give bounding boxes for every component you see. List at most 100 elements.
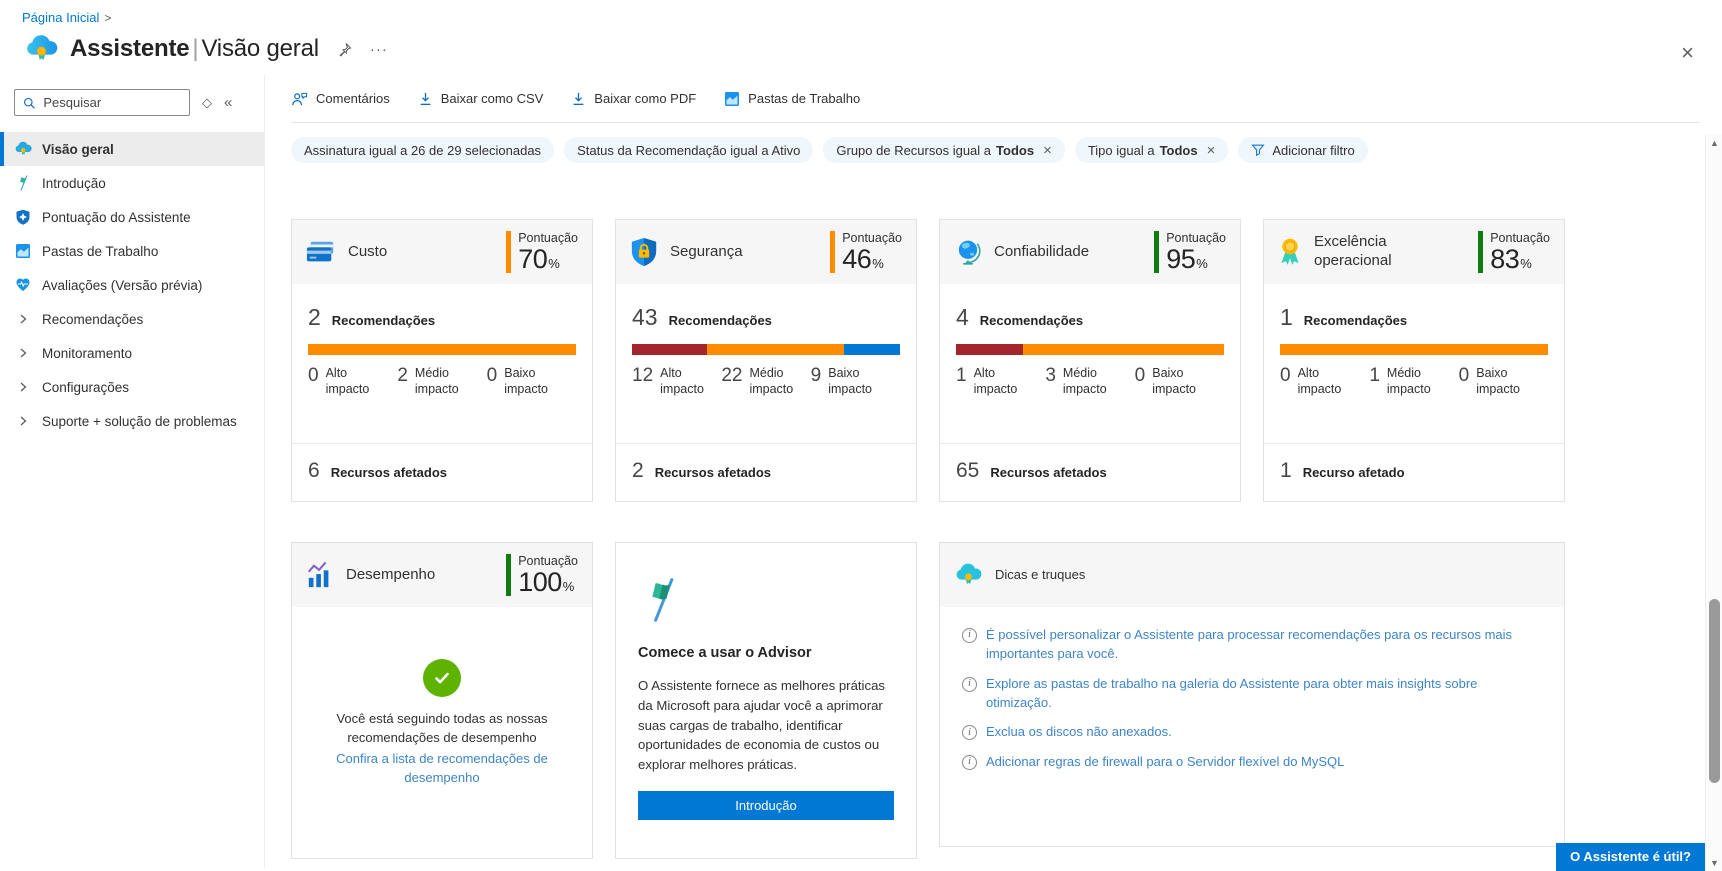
sidebar-item-label: Suporte + solução de problemas (42, 413, 237, 429)
diamond-icon[interactable]: ◇ (202, 94, 212, 110)
filter-bar: Assinatura igual a 26 de 29 selecionadas… (291, 137, 1722, 163)
performance-card: Desempenho Pontuação 100% Você está s (291, 542, 593, 859)
filter-pill-type[interactable]: Tipo igual a Todos × (1074, 137, 1229, 163)
affected-count: 1 (1280, 459, 1292, 482)
sidebar-item-pontuacao[interactable]: Pontuação do Assistente (0, 200, 264, 234)
tip-item: i É possível personalizar o Assistente p… (962, 626, 1542, 664)
pin-icon[interactable] (337, 42, 352, 57)
bottom-cards-row: Desempenho Pontuação 100% Você está s (291, 542, 1722, 859)
security-card-footer[interactable]: 2 Recursos afetados (616, 443, 916, 501)
workbooks-button[interactable]: Pastas de Trabalho (724, 91, 860, 107)
affected-label: Recurso afetado (1302, 465, 1405, 480)
download-pdf-button[interactable]: Baixar como PDF (571, 91, 696, 107)
reliability-card-body[interactable]: 4 Recomendações 1 Alto impacto 3 Médio imp… (940, 284, 1240, 443)
filter-pill-text: Tipo igual a (1087, 142, 1155, 158)
introduction-button[interactable]: Introdução (638, 790, 894, 820)
search-box[interactable] (14, 89, 190, 116)
sidebar-item-label: Introdução (42, 175, 106, 191)
medal-icon (1281, 238, 1299, 265)
tip-link[interactable]: Exclua os discos não anexados. (986, 724, 1172, 740)
comments-label: Comentários (316, 91, 390, 106)
funnel-icon (1251, 144, 1265, 157)
score-caption: Pontuação (518, 553, 578, 568)
vertical-scrollbar[interactable]: ▲ ▼ (1705, 135, 1722, 871)
reliability-card-footer[interactable]: 65 Recursos afetados (940, 443, 1240, 501)
tip-link[interactable]: Adicionar regras de firewall para o Serv… (986, 754, 1345, 770)
success-check-icon (423, 659, 461, 698)
impact-label: Baixo impacto (1152, 366, 1197, 397)
score-color-bar (506, 230, 512, 274)
chevron-right-icon (14, 412, 32, 430)
score-percent-sign: % (562, 578, 575, 594)
filter-pill-subscription[interactable]: Assinatura igual a 26 de 29 selecionadas (291, 137, 555, 163)
chevron-right-icon (14, 378, 32, 396)
scrollbar-thumb[interactable] (1709, 598, 1720, 783)
advisor-feedback-button[interactable]: O Assistente é útil? (1556, 843, 1705, 871)
download-csv-button[interactable]: Baixar como CSV (418, 91, 543, 107)
sidebar-item-recomendacoes[interactable]: Recomendações (0, 302, 264, 336)
search-icon (24, 97, 35, 109)
cost-card: Custo Pontuação 70% 2 Recomendações (291, 219, 593, 502)
remove-filter-icon[interactable]: × (1043, 141, 1052, 159)
affected-label: Recursos afetados (654, 465, 772, 480)
more-options-icon[interactable]: ··· (369, 40, 388, 58)
score-caption: Pontuação (518, 230, 578, 245)
performance-card-body: Você está seguindo todas as nossas recom… (292, 607, 592, 858)
info-icon: i (962, 676, 977, 692)
operational-excellence-card-header: Excelência operacional Pontuação 83% (1264, 220, 1564, 284)
sidebar-item-suporte[interactable]: Suporte + solução de problemas (0, 404, 264, 438)
sidebar-item-monitoramento[interactable]: Monitoramento (0, 336, 264, 370)
score-color-bar (830, 230, 836, 274)
cost-card-footer[interactable]: 6 Recursos afetados (292, 443, 592, 501)
cost-card-body[interactable]: 2 Recomendações 0 Alto impacto 2 Médio imp… (292, 284, 592, 443)
impact-label: Médio impacto (749, 366, 794, 397)
search-input[interactable] (41, 94, 185, 111)
impact-label: Baixo impacto (828, 366, 873, 397)
performance-recommendations-link[interactable]: Confira a lista de recomendações de dese… (336, 751, 548, 785)
scroll-down-icon[interactable]: ▼ (1710, 858, 1719, 868)
filter-pill-status[interactable]: Status da Recomendação igual a Ativo (564, 137, 814, 163)
security-card-header: Segurança Pontuação 46% (616, 220, 916, 284)
flag-icon (652, 578, 674, 622)
heart-pulse-icon (14, 276, 32, 294)
sidebar-item-avaliacoes[interactable]: Avaliações (Versão prévia) (0, 268, 264, 302)
sidebar-item-pastas[interactable]: Pastas de Trabalho (0, 234, 264, 268)
security-card-body[interactable]: 43 Recomendações 12 Alto impacto 22 Médio … (616, 284, 916, 443)
sidebar-item-visao-geral[interactable]: Visão geral (0, 132, 264, 166)
score-caption: Pontuação (1490, 230, 1550, 245)
scroll-up-icon[interactable]: ▲ (1710, 138, 1719, 148)
layout: ◇ « Visão geral Introdução Pontuação (0, 75, 1722, 868)
add-filter-button[interactable]: Adicionar filtro (1238, 137, 1368, 163)
impact-count: 9 (810, 365, 822, 386)
toolbar: Comentários Baixar como CSV Baixar como … (291, 75, 1700, 123)
info-icon: i (962, 755, 977, 771)
impact-label: Alto impacto (660, 366, 704, 397)
collapse-sidebar-icon[interactable]: « (224, 94, 233, 111)
impact-count: 0 (1134, 365, 1146, 386)
get-started-body: O Assistente fornece as melhores prática… (638, 678, 886, 773)
card-title: Segurança (670, 242, 743, 260)
score-value: 46 (842, 243, 872, 274)
remove-filter-icon[interactable]: × (1206, 141, 1216, 159)
tip-link[interactable]: Explore as pastas de trabalho na galeria… (986, 675, 1478, 710)
sidebar-item-label: Monitoramento (42, 345, 133, 361)
operational-excellence-card-body[interactable]: 1 Recomendações 0 Alto impacto 1 Médio imp… (1264, 284, 1564, 443)
comments-button[interactable]: Comentários (291, 91, 390, 107)
sidebar-item-introducao[interactable]: Introdução (0, 166, 264, 200)
close-icon[interactable]: × (1681, 40, 1694, 65)
tip-link[interactable]: É possível personalizar o Assistente par… (986, 627, 1513, 661)
sidebar-item-label: Recomendações (42, 311, 144, 327)
impact-count: 1 (1369, 365, 1380, 386)
card-title: Dicas e truques (995, 566, 1086, 582)
affected-count: 65 (956, 459, 980, 482)
operational-excellence-card-footer[interactable]: 1 Recurso afetado (1264, 443, 1564, 501)
filter-pill-resource-group[interactable]: Grupo de Recursos igual a Todos × (823, 137, 1065, 163)
score-caption: Pontuação (842, 230, 902, 245)
impact-label: Médio impacto (1386, 366, 1431, 397)
sidebar: ◇ « Visão geral Introdução Pontuação (0, 75, 265, 868)
sidebar-item-label: Visão geral (42, 141, 114, 157)
breadcrumb-home-link[interactable]: Página Inicial (22, 10, 100, 25)
cost-card-header: Custo Pontuação 70% (292, 220, 592, 284)
page-title-view: Visão geral (201, 35, 319, 62)
sidebar-item-configuracoes[interactable]: Configurações (0, 370, 264, 404)
